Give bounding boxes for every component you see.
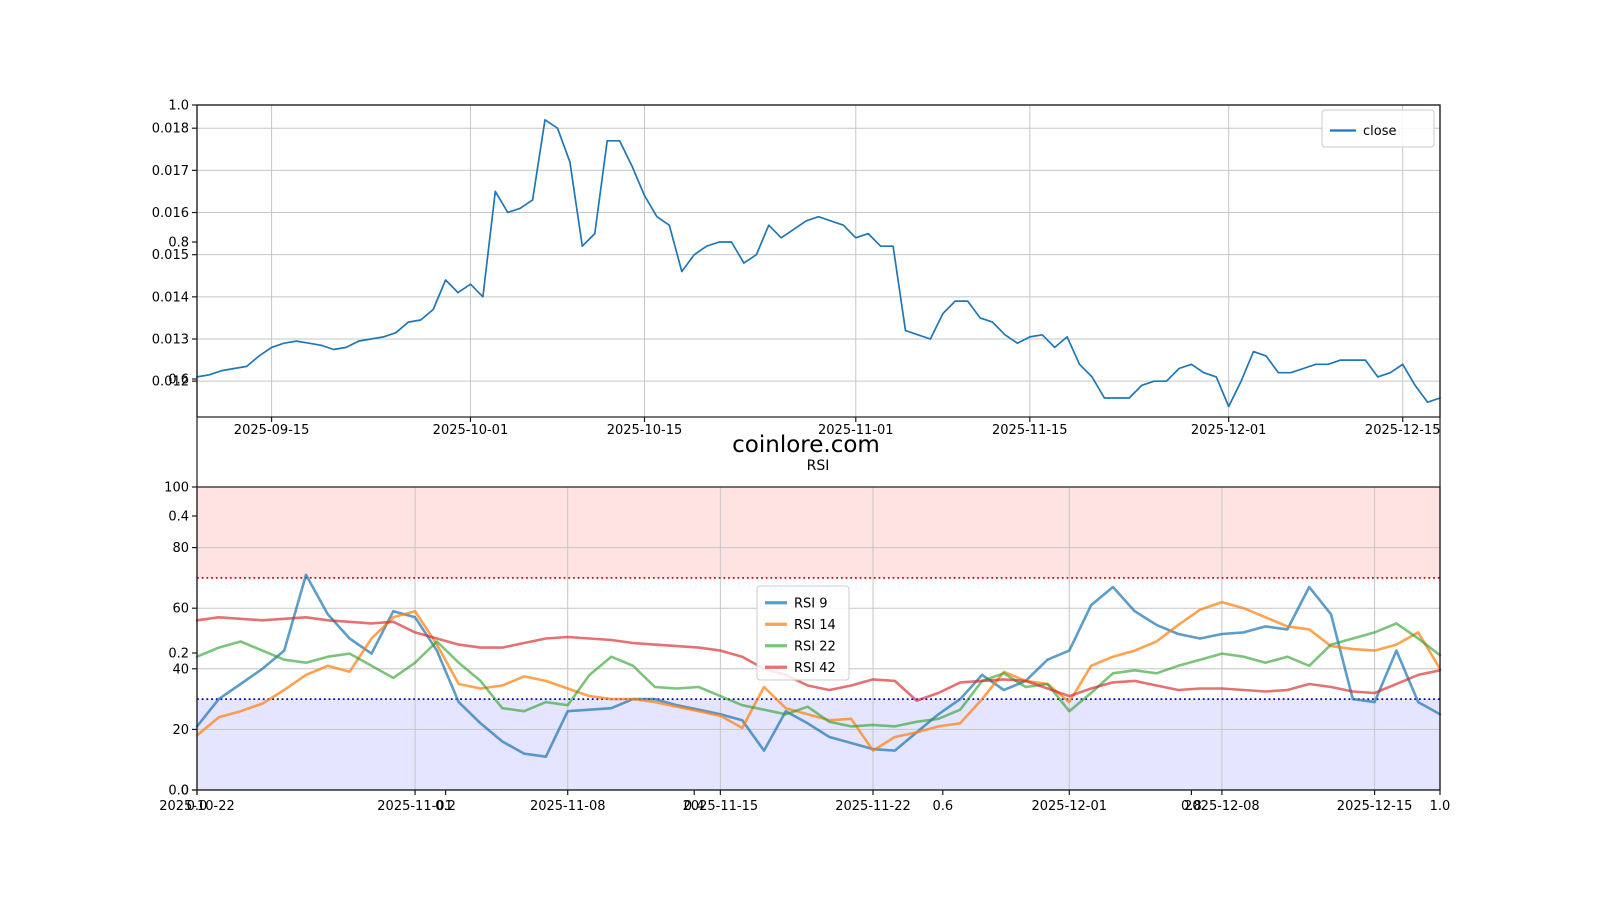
watermark: coinlore.com [732,432,880,458]
rsi-panel: 0 20 40 60 80 100 2025-10-22 2025-11-01 2025-11-… [159,481,1442,815]
x-tick-label: 2025-11-15 [683,799,759,814]
legend-box [1321,109,1435,148]
y-tick-label: 0.015 [152,248,189,263]
axis-ticks: 0 20 40 60 80 100 2025-10-22 2025-11-01 2025-11-… [159,481,1412,815]
legend-label: RSI 42 [794,661,836,676]
y-tick-label: 80 [172,541,189,556]
legend: close [1321,109,1435,148]
x-tick-label: 2025-11-01 [818,423,894,438]
x-tick-label: 2025-12-15 [1365,423,1441,438]
rsi-panel-title: RSI [807,458,830,474]
y-tick-label: 0.017 [152,164,189,179]
series-rsi14-line [195,600,1442,752]
overlay-axis: 1.0 0.8 0.6 0.4 0.2 0.00.0 0.2 0.4 0.6 0.8 1.0 [168,99,1450,815]
y-tick-label: 100 [164,481,189,496]
y-tick-label: 0.014 [152,290,189,305]
overbought-band [197,487,1440,578]
x-tick-label: 2025-09-15 [234,423,310,438]
y-tick-label: 0.016 [152,206,189,221]
x-tick-label: 2025-10-15 [607,423,683,438]
overlay-y-tick-label: 0.2 [168,647,189,662]
legend-label: RSI 14 [794,618,836,633]
series-close-line [196,118,1441,408]
x-tick-label: 2025-12-01 [1031,799,1107,814]
overlay-x-tick-label: 0.2 [435,799,456,814]
overlay-y-tick-label: 0.0 [168,784,189,799]
y-tick-label: 0.018 [152,122,189,137]
overlay-y-tick-label: 1.0 [168,99,189,114]
x-tick-label: 2025-12-01 [1191,423,1267,438]
x-tick-label: 2025-10-22 [159,799,235,814]
overlay-y-tick-label: 0.8 [168,236,189,251]
x-tick-label: 2025-12-15 [1337,799,1413,814]
overlay-x-tick-label: 1.0 [1430,799,1451,814]
overlay-y-tick-label: 0.6 [168,373,189,388]
x-tick-label: 2025-12-08 [1184,799,1260,814]
x-tick-label: 2025-10-01 [433,423,509,438]
x-tick-label: 2025-11-08 [530,799,606,814]
panel-border [196,104,1441,418]
overlay-x-tick-label: 0.8 [1181,799,1202,814]
grid [197,105,1440,417]
legend: RSI 9 RSI 14 RSI 22 RSI 42 [756,585,850,681]
axis-ticks: 0.012 0.013 0.014 0.015 0.016 0.017 0.018 2025-… [152,122,1441,438]
legend-box [756,585,850,681]
y-tick-label: 40 [172,662,189,677]
y-tick-label: 60 [172,602,189,617]
overlay-y-tick-label: 0.4 [168,510,189,525]
x-tick-label: 2025-11-01 [377,799,453,814]
legend-label: RSI 9 [794,596,828,611]
x-tick-label: 2025-11-22 [835,799,911,814]
overlay-x-tick-label: 0.6 [932,799,953,814]
overlay-border [196,104,1441,791]
legend-label: close [1363,124,1396,139]
series-rsi42-line [195,615,1442,702]
x-tick-label: 2025-11-15 [992,423,1068,438]
overlay-x-tick-label: 0.4 [684,799,705,814]
overlay-x-tick-label: 0.0 [187,799,208,814]
y-tick-label: 0.012 [152,375,189,390]
y-tick-label: 20 [172,723,189,738]
legend-label: RSI 22 [794,639,836,654]
y-tick-label: 0 [181,784,189,799]
series-rsi22-line [195,622,1442,728]
y-tick-label: 0.013 [152,333,189,348]
price-panel: 0.012 0.013 0.014 0.015 0.016 0.017 0.018 2025-… [152,104,1441,438]
